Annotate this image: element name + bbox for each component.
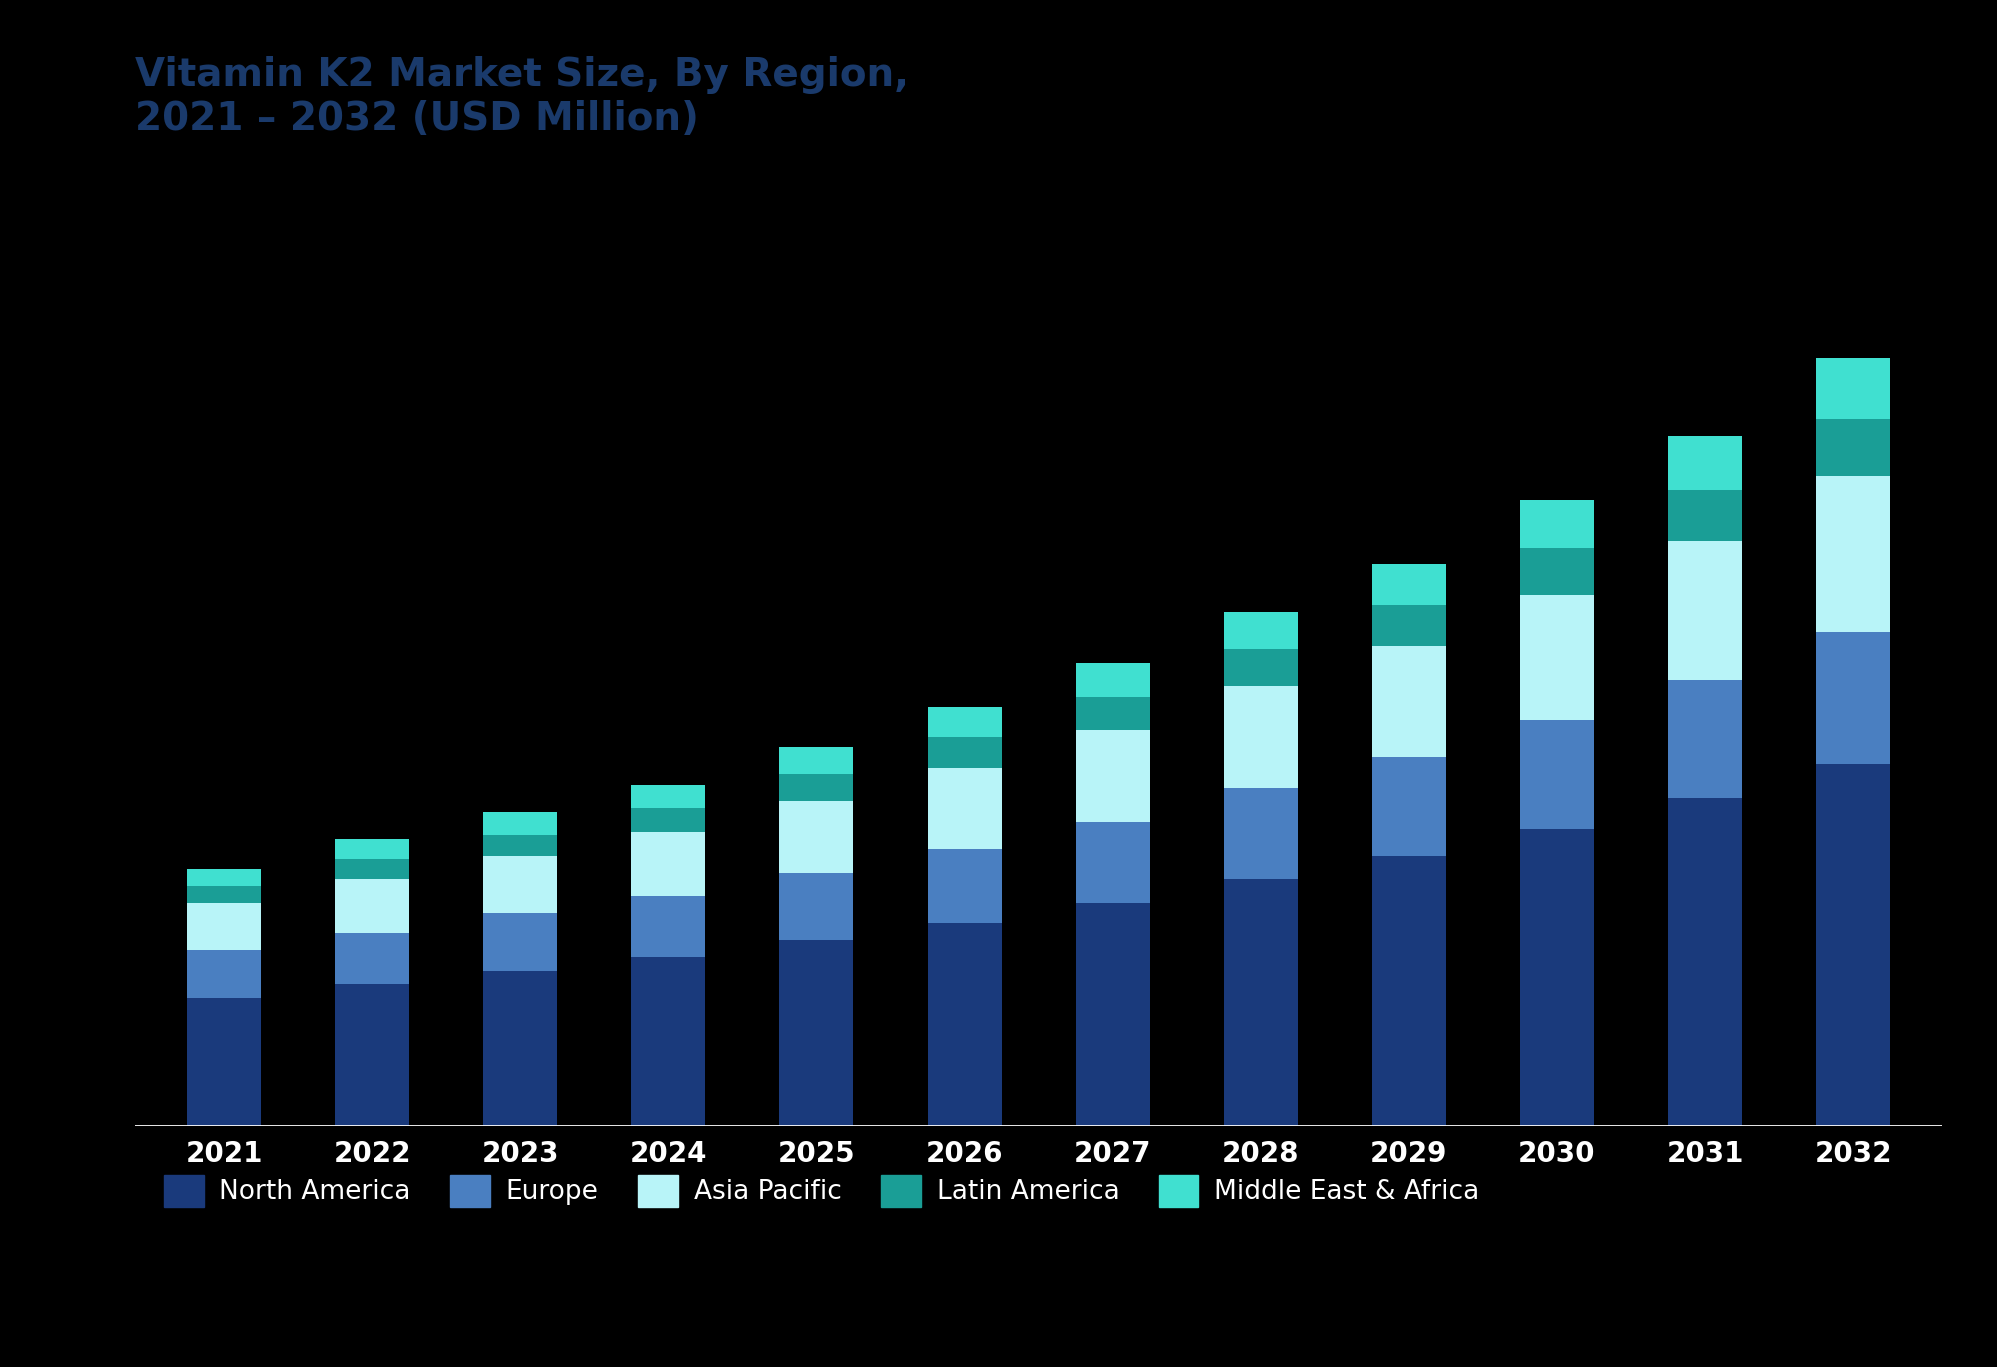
Bar (1667, 798, 1741, 1126)
Bar (1076, 697, 1150, 730)
Bar (1372, 606, 1446, 645)
Bar (483, 812, 557, 835)
Bar (188, 886, 262, 904)
Bar (631, 785, 705, 808)
Bar (1076, 904, 1150, 1126)
Bar (927, 849, 1002, 923)
Bar (188, 904, 262, 950)
Bar (1520, 828, 1594, 1126)
Legend: North America, Europe, Asia Pacific, Latin America, Middle East & Africa: North America, Europe, Asia Pacific, Lat… (154, 1165, 1490, 1218)
Bar (1667, 541, 1741, 679)
Bar (335, 879, 409, 934)
Bar (1224, 686, 1298, 787)
Bar (779, 940, 853, 1126)
Bar (1815, 764, 1891, 1126)
Bar (335, 984, 409, 1126)
Bar (927, 707, 1002, 737)
Bar (1815, 418, 1891, 477)
Bar (1372, 645, 1446, 757)
Bar (188, 869, 262, 886)
Bar (1815, 358, 1891, 418)
Bar (1372, 856, 1446, 1126)
Bar (631, 808, 705, 833)
Bar (927, 737, 1002, 768)
Bar (483, 856, 557, 913)
Bar (1520, 548, 1594, 595)
Bar (483, 835, 557, 856)
Bar (631, 833, 705, 897)
Bar (483, 971, 557, 1126)
Bar (779, 801, 853, 872)
Text: Vitamin K2 Market Size, By Region,
2021 – 2032 (USD Million): Vitamin K2 Market Size, By Region, 2021 … (136, 56, 909, 138)
Bar (1076, 663, 1150, 697)
Bar (779, 748, 853, 774)
Bar (1815, 632, 1891, 764)
Bar (1815, 477, 1891, 632)
Bar (1224, 649, 1298, 686)
Bar (1224, 787, 1298, 879)
Bar (1667, 436, 1741, 489)
Bar (1520, 500, 1594, 548)
Bar (631, 957, 705, 1126)
Bar (1520, 595, 1594, 720)
Bar (1076, 730, 1150, 822)
Bar (927, 923, 1002, 1126)
Bar (631, 897, 705, 957)
Bar (188, 998, 262, 1126)
Bar (1224, 612, 1298, 649)
Bar (1372, 757, 1446, 856)
Bar (335, 934, 409, 984)
Bar (1667, 489, 1741, 541)
Bar (779, 872, 853, 940)
Bar (1520, 720, 1594, 828)
Bar (335, 858, 409, 879)
Bar (1667, 679, 1741, 798)
Bar (779, 774, 853, 801)
Bar (1372, 565, 1446, 606)
Bar (335, 839, 409, 858)
Bar (188, 950, 262, 998)
Bar (1224, 879, 1298, 1126)
Bar (1076, 822, 1150, 904)
Bar (483, 913, 557, 971)
Bar (927, 768, 1002, 849)
